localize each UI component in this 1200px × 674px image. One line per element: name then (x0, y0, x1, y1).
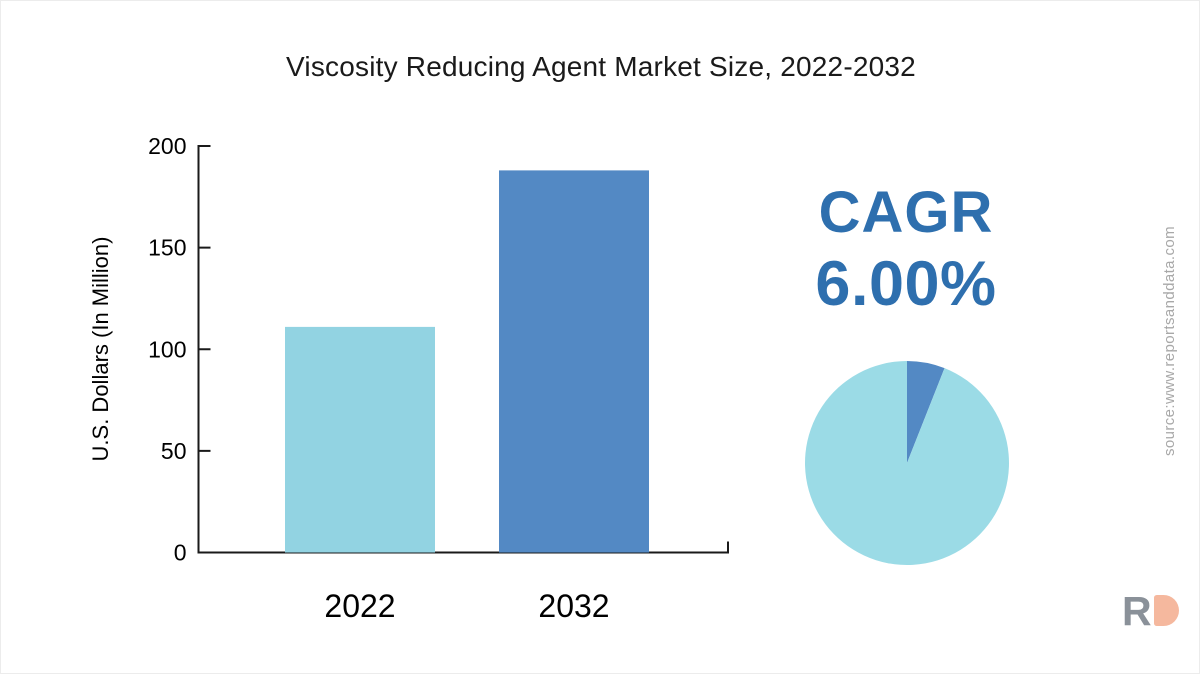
cagr-label: CAGR (818, 180, 994, 245)
x-label-2032: 2032 (538, 588, 609, 624)
y-tick-label-50: 50 (161, 438, 187, 464)
bar-2032 (499, 170, 649, 553)
cagr-value: 6.00% (815, 249, 997, 320)
x-label-2022: 2022 (324, 588, 395, 624)
cagr-annotation: CAGR 6.00% (761, 179, 1051, 322)
y-axis-title: U.S. Dollars (In Million) (88, 237, 113, 462)
page-title: Viscosity Reducing Agent Market Size, 20… (286, 51, 916, 82)
pie-slice-0 (907, 361, 945, 463)
reports-and-data-logo: R (1122, 588, 1192, 634)
y-tick-label-0: 0 (174, 540, 187, 566)
logo-letter-r: R (1122, 588, 1152, 634)
logo-d-shape-icon (1154, 595, 1179, 626)
y-tick-label-100: 100 (148, 336, 186, 362)
source-credit: source:www.reportsanddata.com (1161, 225, 1178, 457)
y-tick-label-150: 150 (148, 235, 186, 261)
y-tick-label-200: 200 (148, 133, 186, 159)
pie-slice-1 (805, 361, 1009, 565)
bar-2022 (285, 326, 435, 553)
